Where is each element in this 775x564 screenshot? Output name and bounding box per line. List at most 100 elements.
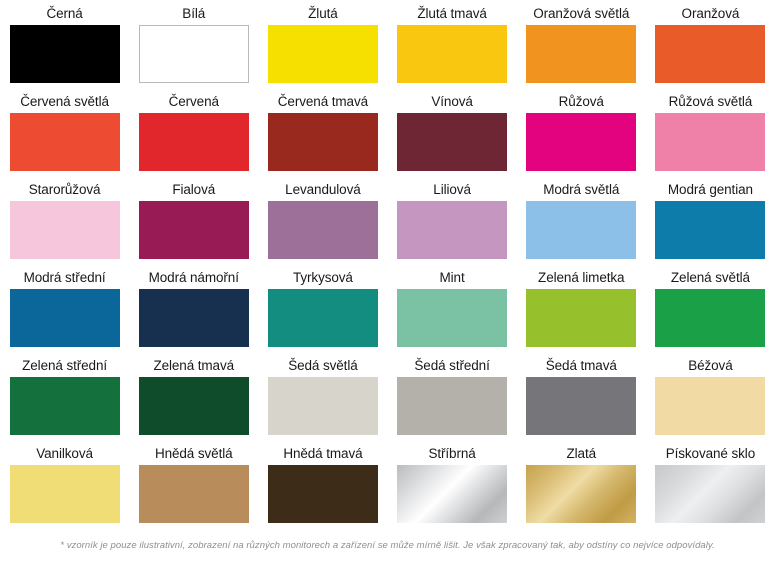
swatch-cell[interactable]: Žlutá tmavá: [388, 3, 517, 91]
swatch-label: Růžová: [558, 94, 604, 109]
swatch-color-chip[interactable]: [655, 377, 766, 435]
swatch-color-chip[interactable]: [397, 25, 508, 83]
swatch-color-chip[interactable]: [9, 289, 120, 347]
swatch-cell[interactable]: Hnědá tmavá: [258, 443, 387, 531]
swatch-color-chip[interactable]: [9, 465, 120, 523]
swatch-label: Fialová: [172, 182, 216, 197]
swatch-color-chip[interactable]: [397, 465, 508, 523]
swatch-color-chip[interactable]: [267, 377, 378, 435]
swatch-cell[interactable]: Šedá střední: [388, 355, 517, 443]
swatch-cell[interactable]: Zelená limetka: [517, 267, 646, 355]
swatch-label: Růžová světlá: [668, 94, 753, 109]
swatch-cell[interactable]: Černá: [0, 3, 129, 91]
swatch-label: Zelená tmavá: [153, 358, 235, 373]
swatch-cell[interactable]: Modrá střední: [0, 267, 129, 355]
swatch-color-chip[interactable]: [526, 465, 637, 523]
swatch-color-chip[interactable]: [267, 465, 378, 523]
swatch-color-chip[interactable]: [397, 289, 508, 347]
swatch-color-chip[interactable]: [267, 113, 378, 171]
swatch-cell[interactable]: Žlutá: [258, 3, 387, 91]
disclaimer-note: * vzorník je pouze ilustrativní, zobraze…: [60, 540, 715, 551]
swatch-label: Žlutá tmavá: [417, 6, 487, 21]
swatch-color-chip[interactable]: [526, 113, 637, 171]
swatch-color-chip[interactable]: [526, 377, 637, 435]
swatch-cell[interactable]: Modrá námořní: [129, 267, 258, 355]
swatch-color-chip[interactable]: [9, 25, 120, 83]
swatch-cell[interactable]: Hnědá světlá: [129, 443, 258, 531]
swatch-cell[interactable]: Béžová: [646, 355, 775, 443]
swatch-label: Liliová: [433, 182, 471, 197]
swatch-cell[interactable]: Vínová: [388, 91, 517, 179]
swatch-color-chip[interactable]: [9, 201, 120, 259]
swatch-color-chip[interactable]: [526, 289, 637, 347]
swatch-cell[interactable]: Zelená světlá: [646, 267, 775, 355]
swatch-cell[interactable]: Zelená tmavá: [129, 355, 258, 443]
swatch-color-chip[interactable]: [655, 201, 766, 259]
swatch-cell[interactable]: Bílá: [129, 3, 258, 91]
swatch-cell[interactable]: Vanilková: [0, 443, 129, 531]
swatch-label: Zlatá: [566, 446, 596, 461]
swatch-label: Žlutá: [308, 6, 338, 21]
swatch-label: Hnědá světlá: [154, 446, 233, 461]
swatch-cell[interactable]: Stříbrná: [388, 443, 517, 531]
swatch-label: Šedá světlá: [288, 358, 358, 373]
swatch-label: Modrá námořní: [148, 270, 239, 285]
swatch-color-chip[interactable]: [138, 465, 249, 523]
swatch-color-chip[interactable]: [526, 25, 637, 83]
swatch-label: Tyrkysová: [292, 270, 353, 285]
swatch-color-chip[interactable]: [397, 377, 508, 435]
swatch-color-chip[interactable]: [138, 25, 249, 83]
swatch-cell[interactable]: Oranžová světlá: [517, 3, 646, 91]
swatch-cell[interactable]: Starorůžová: [0, 179, 129, 267]
swatch-cell[interactable]: Fialová: [129, 179, 258, 267]
swatch-label: Vanilková: [36, 446, 93, 461]
swatch-cell[interactable]: Šedá tmavá: [517, 355, 646, 443]
swatch-color-chip[interactable]: [526, 201, 637, 259]
swatch-cell[interactable]: Červená: [129, 91, 258, 179]
swatch-cell[interactable]: Šedá světlá: [258, 355, 387, 443]
swatch-cell[interactable]: Mint: [388, 267, 517, 355]
swatch-label: Bílá: [182, 6, 206, 21]
swatch-label: Oranžová světlá: [533, 6, 630, 21]
swatch-cell[interactable]: Modrá gentian: [646, 179, 775, 267]
swatch-cell[interactable]: Zlatá: [517, 443, 646, 531]
swatch-label: Starorůžová: [28, 182, 101, 197]
swatch-color-chip[interactable]: [138, 201, 249, 259]
swatch-label: Černá: [46, 6, 83, 21]
swatch-cell[interactable]: Modrá světlá: [517, 179, 646, 267]
swatch-label: Šedá střední: [414, 358, 490, 373]
swatch-cell[interactable]: Zelená střední: [0, 355, 129, 443]
swatch-label: Zelená limetka: [538, 270, 625, 285]
swatch-color-chip[interactable]: [655, 113, 766, 171]
swatch-cell[interactable]: Růžová světlá: [646, 91, 775, 179]
swatch-label: Červená: [168, 94, 219, 109]
swatch-cell[interactable]: Pískované sklo: [646, 443, 775, 531]
swatch-color-chip[interactable]: [9, 113, 120, 171]
swatch-label: Červená tmavá: [277, 94, 369, 109]
swatch-color-chip[interactable]: [9, 377, 120, 435]
swatch-cell[interactable]: Růžová: [517, 91, 646, 179]
swatch-color-chip[interactable]: [397, 201, 508, 259]
swatch-label: Béžová: [688, 358, 733, 373]
swatch-cell[interactable]: Červená tmavá: [258, 91, 387, 179]
swatch-label: Hnědá tmavá: [283, 446, 363, 461]
swatch-label: Pískované sklo: [665, 446, 756, 461]
swatch-color-chip[interactable]: [138, 113, 249, 171]
swatch-color-chip[interactable]: [138, 377, 249, 435]
swatch-color-chip[interactable]: [267, 25, 378, 83]
swatch-label: Vínová: [431, 94, 473, 109]
swatch-cell[interactable]: Červená světlá: [0, 91, 129, 179]
swatch-color-chip[interactable]: [138, 289, 249, 347]
swatch-color-chip[interactable]: [397, 113, 508, 171]
swatch-color-chip[interactable]: [655, 465, 766, 523]
swatch-color-chip[interactable]: [655, 289, 766, 347]
swatch-cell[interactable]: Tyrkysová: [258, 267, 387, 355]
swatch-cell[interactable]: Levandulová: [258, 179, 387, 267]
swatch-cell[interactable]: Oranžová: [646, 3, 775, 91]
swatch-color-chip[interactable]: [267, 289, 378, 347]
swatch-label: Červená světlá: [20, 94, 109, 109]
swatch-color-chip[interactable]: [655, 25, 766, 83]
swatch-color-chip[interactable]: [267, 201, 378, 259]
swatch-cell[interactable]: Liliová: [388, 179, 517, 267]
swatch-label: Mint: [439, 270, 465, 285]
